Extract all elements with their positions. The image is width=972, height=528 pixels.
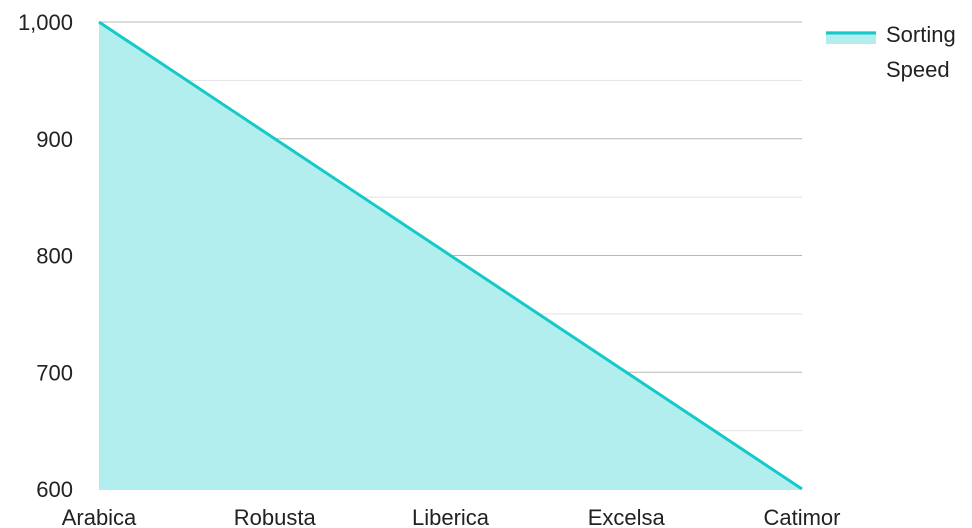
y-tick-label: 1,000 bbox=[18, 10, 73, 35]
legend-label-line-1: Sorting bbox=[886, 22, 956, 47]
y-axis-tick-labels: 600 700 800 900 1,000 bbox=[18, 10, 73, 502]
legend-label-line-2: Speed bbox=[886, 57, 950, 82]
legend: Sorting Speed bbox=[826, 22, 956, 82]
x-tick-label: Robusta bbox=[234, 505, 317, 528]
x-tick-label: Liberica bbox=[412, 505, 490, 528]
y-tick-label: 700 bbox=[36, 360, 73, 385]
y-tick-label: 600 bbox=[36, 477, 73, 502]
series-area bbox=[98, 20, 803, 491]
y-tick-label: 800 bbox=[36, 244, 73, 269]
y-tick-label: 900 bbox=[36, 127, 73, 152]
x-tick-label: Catimor bbox=[763, 505, 840, 528]
x-tick-label: Excelsa bbox=[588, 505, 666, 528]
x-tick-label: Arabica bbox=[62, 505, 137, 528]
x-axis-tick-labels: Arabica Robusta Liberica Excelsa Catimor bbox=[62, 505, 841, 528]
